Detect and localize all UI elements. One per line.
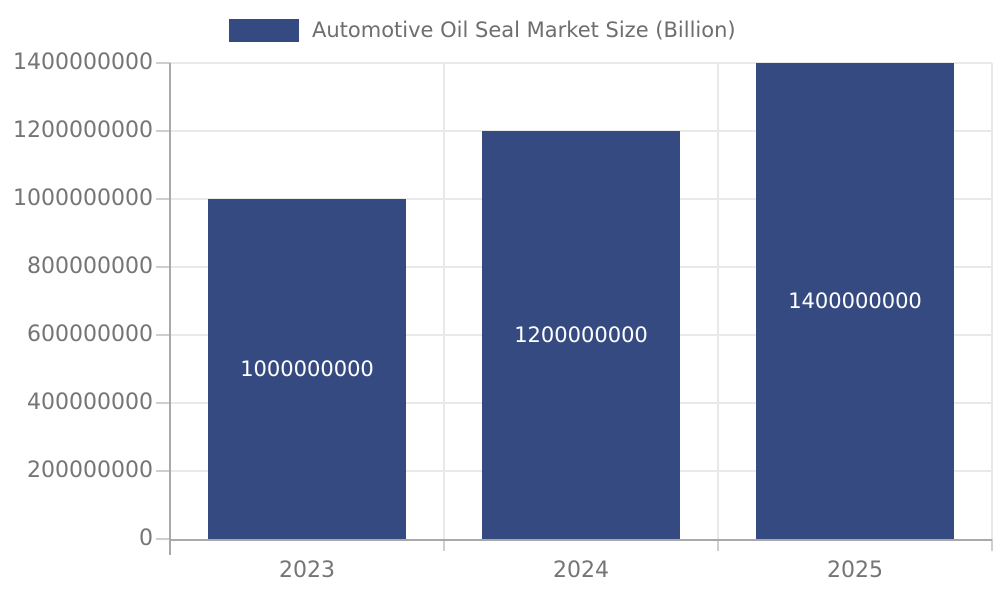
y-tick-mark <box>156 334 170 336</box>
y-tick-mark <box>156 538 170 540</box>
v-gridline <box>717 63 719 539</box>
y-tick-mark <box>156 62 170 64</box>
y-tick-label: 600000000 <box>27 322 153 347</box>
y-tick-label: 1400000000 <box>13 50 153 75</box>
h-gridline <box>170 62 992 64</box>
v-gridline <box>991 63 993 539</box>
y-axis-line <box>169 63 171 555</box>
y-tick-label: 1000000000 <box>13 186 153 211</box>
v-gridline <box>443 63 445 539</box>
y-tick-label: 200000000 <box>27 458 153 483</box>
x-tick-label-2025: 2025 <box>827 558 883 583</box>
x-tick-label-2023: 2023 <box>279 558 335 583</box>
plot-area: 1000000000 1200000000 1400000000 <box>170 62 993 539</box>
x-axis-line <box>170 539 992 541</box>
bar-value-label: 1400000000 <box>788 289 922 313</box>
y-tick-label: 0 <box>139 526 153 551</box>
bar-2023: 1000000000 <box>208 199 406 539</box>
chart-legend: Automotive Oil Seal Market Size (Billion… <box>229 14 736 46</box>
bar-value-label: 1200000000 <box>514 323 648 347</box>
y-tick-label: 400000000 <box>27 390 153 415</box>
y-tick-mark <box>156 130 170 132</box>
legend-label: Automotive Oil Seal Market Size (Billion… <box>312 18 736 42</box>
y-tick-label: 800000000 <box>27 254 153 279</box>
y-tick-mark <box>156 402 170 404</box>
x-tick-mark <box>991 539 993 551</box>
bar-2025: 1400000000 <box>756 63 954 539</box>
x-tick-label-2024: 2024 <box>553 558 609 583</box>
y-tick-mark <box>156 470 170 472</box>
bar-2024: 1200000000 <box>482 131 680 539</box>
bar-value-label: 1000000000 <box>240 357 374 381</box>
y-tick-mark <box>156 266 170 268</box>
legend-swatch <box>229 18 299 42</box>
y-tick-mark <box>156 198 170 200</box>
x-tick-mark <box>717 539 719 551</box>
x-tick-mark <box>443 539 445 551</box>
y-tick-label: 1200000000 <box>13 118 153 143</box>
